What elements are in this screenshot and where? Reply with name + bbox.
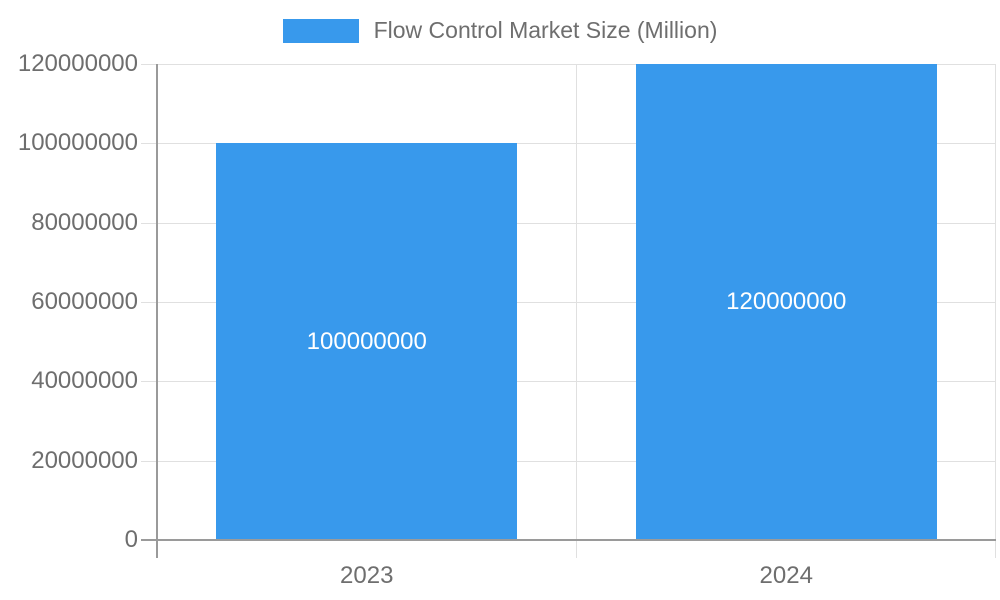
grid-line xyxy=(141,64,996,65)
y-axis-tick-label: 60000000 xyxy=(31,288,138,315)
legend-swatch xyxy=(282,18,359,43)
grid-line xyxy=(141,143,996,145)
y-axis-tick-label: 40000000 xyxy=(31,367,138,395)
grid-line xyxy=(141,302,996,303)
chart-legend[interactable]: Flow Control Market Size (Million) xyxy=(0,17,1000,44)
x-axis-tick-label: 2024 xyxy=(759,562,813,589)
grid-line xyxy=(141,222,996,224)
grid-line xyxy=(141,460,996,462)
x-axis-tick-label: 2023 xyxy=(340,562,394,589)
grid-line xyxy=(141,381,996,383)
y-axis-tick-label: 120000000 xyxy=(17,50,138,77)
bar-value-label: 120000000 xyxy=(726,288,847,315)
y-axis-tick-label: 80000000 xyxy=(31,208,138,236)
legend-title: Flow Control Market Size (Million) xyxy=(373,17,718,43)
vertical-grid-line xyxy=(576,64,577,558)
bar-2023[interactable] xyxy=(216,143,518,540)
bar-2024[interactable] xyxy=(635,64,937,540)
y-axis-tick-label: 100000000 xyxy=(17,129,138,157)
y-axis-tick-label: 20000000 xyxy=(31,446,138,474)
x-axis-line xyxy=(141,539,996,541)
vertical-grid-line xyxy=(995,64,996,558)
y-axis-tick-label: 0 xyxy=(124,526,138,553)
y-axis-line xyxy=(156,64,158,558)
bar-value-label: 100000000 xyxy=(306,327,427,355)
